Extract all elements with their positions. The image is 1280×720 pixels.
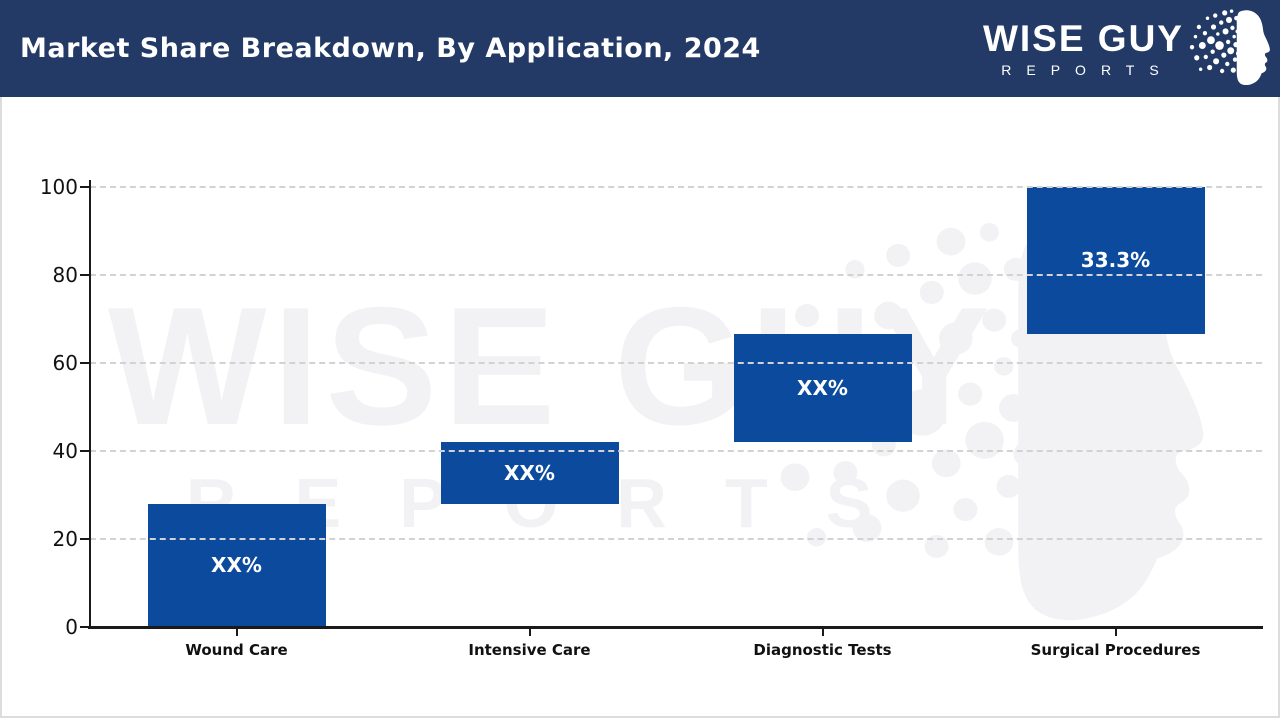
bar-value-label: XX% — [211, 553, 262, 578]
y-axis-line — [89, 180, 91, 628]
y-tick-label: 40 — [52, 439, 78, 463]
x-tick-mark — [235, 629, 238, 636]
y-tick-mark-60 — [80, 362, 89, 364]
y-tick-mark-80 — [80, 274, 89, 276]
gridline-80 — [90, 274, 1262, 276]
bar-intensive-care: XX% — [440, 442, 619, 504]
x-tick-label: Diagnostic Tests — [753, 641, 892, 659]
gridline-20 — [90, 538, 1262, 540]
bar-value-label: 33.3% — [1080, 248, 1151, 273]
bar-value-label: XX% — [504, 460, 555, 485]
gridline-60 — [90, 362, 1262, 364]
gridline-100 — [90, 186, 1262, 188]
frame-border-bottom — [0, 716, 1280, 718]
x-tick-label: Surgical Procedures — [1030, 641, 1201, 659]
x-tick-mark — [528, 629, 531, 636]
bar-surgical-procedures: 33.3% — [1026, 187, 1205, 334]
gridline-40 — [90, 450, 1262, 452]
x-tick-mark — [1114, 629, 1117, 636]
wise-guy-logo: WISE GUY REPORTS — [983, 5, 1272, 93]
y-tick-label: 0 — [65, 615, 78, 639]
y-tick-mark-20 — [80, 538, 89, 540]
y-tick-mark-100 — [80, 186, 89, 188]
page-title: Market Share Breakdown, By Application, … — [20, 33, 761, 64]
logo-text: WISE GUY REPORTS — [983, 20, 1184, 77]
header-bar: Market Share Breakdown, By Application, … — [0, 0, 1280, 97]
x-tick-mark — [821, 629, 824, 636]
y-tick-mark-40 — [80, 450, 89, 452]
logo-wordmark: WISE GUY — [982, 18, 1184, 59]
y-tick-label: 100 — [39, 175, 78, 199]
x-axis-line — [88, 626, 1263, 629]
x-tick-label: Intensive Care — [468, 641, 591, 659]
y-tick-mark-0 — [80, 626, 89, 628]
dotted-head-profile-icon — [1189, 8, 1270, 85]
bar-value-label: XX% — [797, 375, 848, 400]
y-tick-label: 20 — [52, 527, 78, 551]
logo-subtitle: REPORTS — [1001, 62, 1174, 78]
frame-border-left — [0, 97, 2, 718]
bar-wound-care: XX% — [147, 503, 326, 627]
y-tick-label: 60 — [52, 351, 78, 375]
y-tick-label: 80 — [52, 263, 78, 287]
x-tick-label: Wound Care — [185, 641, 288, 659]
bar-diagnostic-tests: XX% — [733, 333, 912, 443]
frame-border-right — [1278, 97, 1280, 718]
